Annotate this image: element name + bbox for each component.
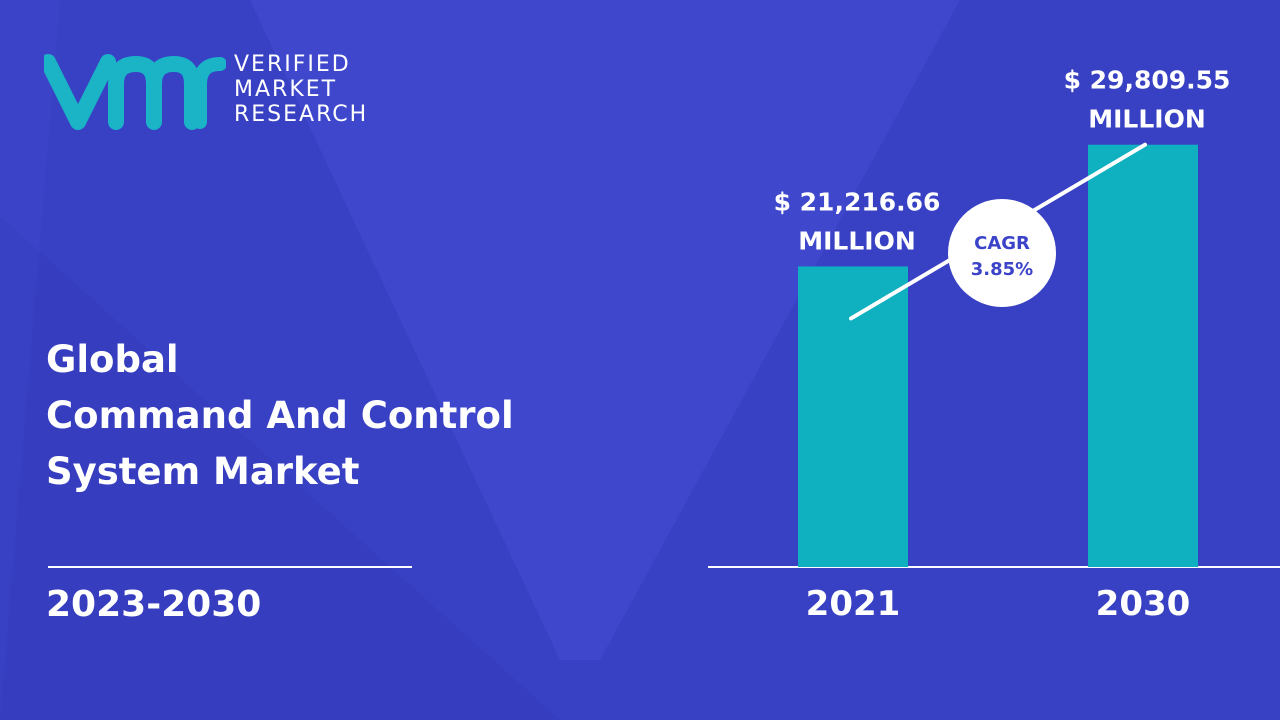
- x-tick-label-2030: 2030: [1096, 584, 1191, 624]
- bar-2021: [798, 266, 908, 567]
- data-label-value-2021: $ 21,216.66: [774, 187, 941, 216]
- title-line-3: System Market: [46, 450, 360, 493]
- forecast-period: 2023-2030: [46, 584, 262, 625]
- page-title: Global Command And Control System Market: [46, 332, 666, 500]
- brand-logo: VERIFIED MARKET RESEARCH: [44, 50, 404, 130]
- cagr-label: CAGR: [974, 233, 1030, 254]
- cagr-value: 3.85%: [971, 259, 1033, 280]
- cagr-badge: [948, 199, 1056, 307]
- title-line-2: Command And Control: [46, 394, 514, 437]
- bar-2030: [1088, 144, 1198, 567]
- brand-line-verified: VERIFIED: [234, 52, 351, 77]
- data-label-unit-2030: MILLION: [1088, 105, 1206, 134]
- data-label-value-2030: $ 29,809.55: [1064, 66, 1231, 95]
- title-line-1: Global: [46, 338, 179, 381]
- title-divider: [48, 566, 412, 568]
- brand-line-market: MARKET: [234, 77, 338, 102]
- data-label-unit-2021: MILLION: [798, 226, 916, 255]
- vmr-logo-icon: [44, 54, 226, 130]
- market-bar-chart: 2021 $ 21,216.66 MILLION 2030 $ 29,809.55 MIL…: [708, 66, 1280, 624]
- brand-line-research: RESEARCH: [234, 102, 369, 127]
- x-tick-label-2021: 2021: [806, 584, 901, 624]
